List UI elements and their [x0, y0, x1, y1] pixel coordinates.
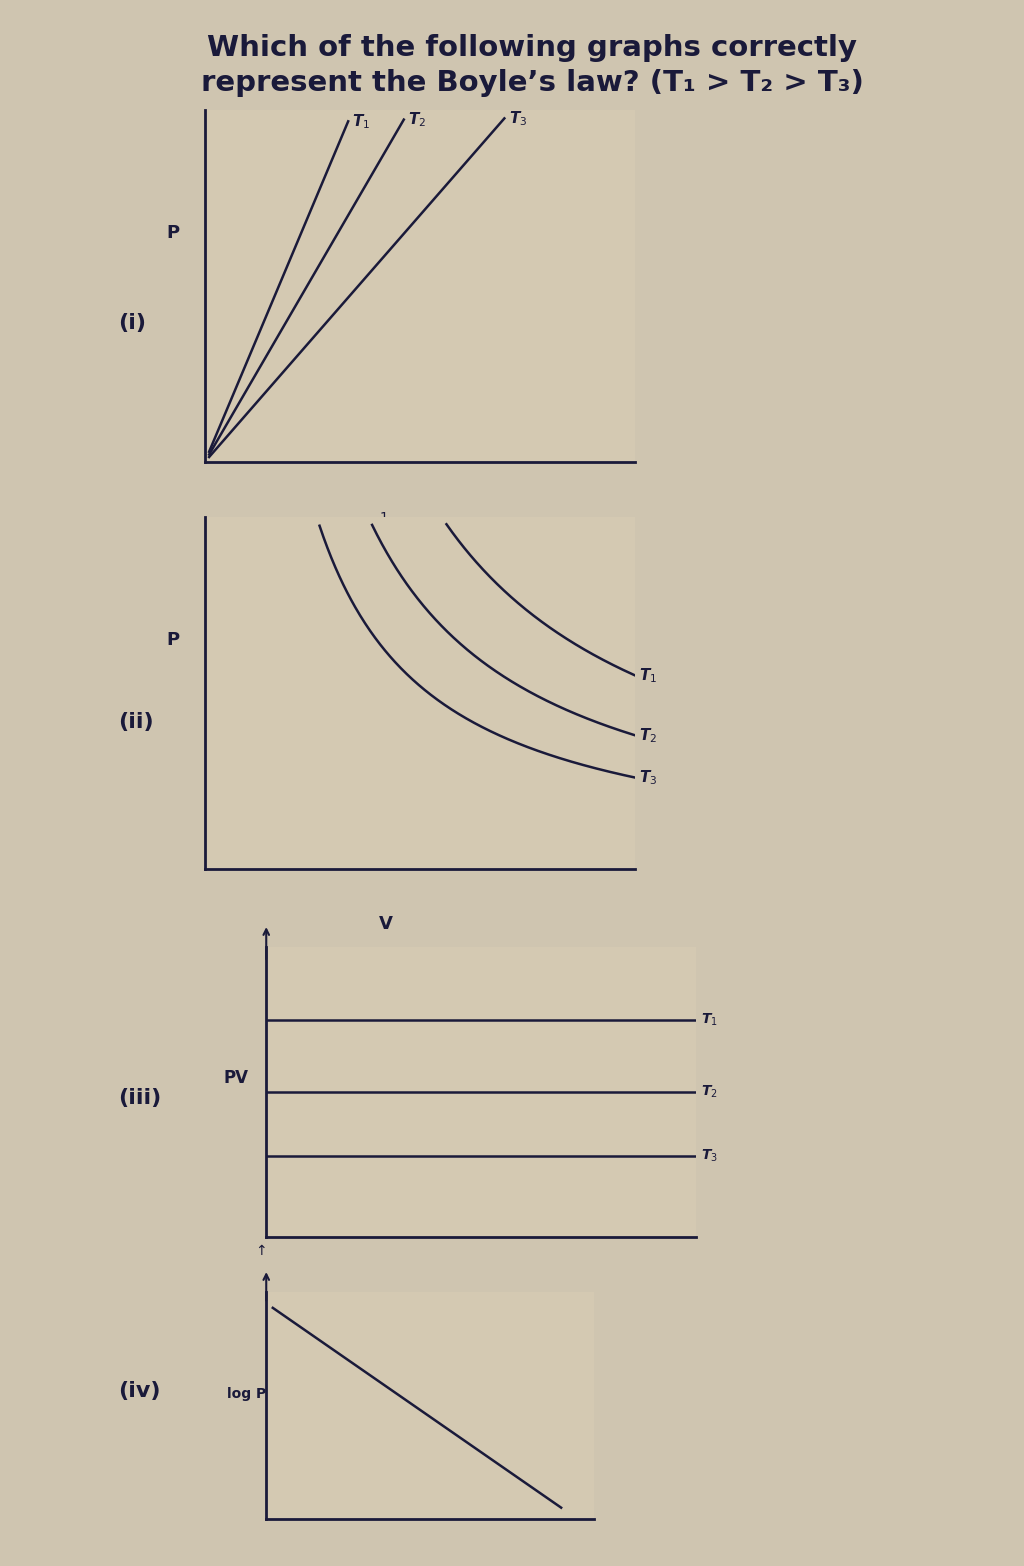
Text: $\frac{1}{V}$: $\frac{1}{V}$: [379, 511, 391, 542]
Text: (ii): (ii): [118, 713, 154, 733]
Text: V: V: [379, 915, 392, 933]
Text: P: P: [166, 224, 179, 241]
Text: T$_1$: T$_1$: [352, 113, 371, 130]
Text: T$_2$: T$_2$: [700, 1084, 718, 1101]
Text: Which of the following graphs correctly: Which of the following graphs correctly: [208, 34, 857, 63]
Text: T$_3$: T$_3$: [509, 110, 527, 128]
Text: T$_2$: T$_2$: [639, 727, 657, 744]
Text: (iii): (iii): [118, 1088, 161, 1109]
Text: P $\longrightarrow$: P $\longrightarrow$: [425, 1301, 469, 1319]
Text: T$_1$: T$_1$: [639, 666, 657, 684]
Text: T$_3$: T$_3$: [639, 769, 657, 786]
Text: (i): (i): [118, 313, 145, 334]
Text: $\uparrow$: $\uparrow$: [253, 1243, 266, 1257]
Text: T$_1$: T$_1$: [700, 1012, 718, 1027]
Text: T$_2$: T$_2$: [409, 110, 426, 128]
Text: represent the Boyle’s law? (T₁ > T₂ > T₃): represent the Boyle’s law? (T₁ > T₂ > T₃…: [201, 69, 864, 97]
Text: T$_3$: T$_3$: [700, 1148, 718, 1164]
Text: PV: PV: [223, 1070, 248, 1087]
Text: log P: log P: [227, 1387, 266, 1402]
Text: (iv): (iv): [118, 1381, 161, 1402]
Text: P: P: [166, 631, 179, 648]
